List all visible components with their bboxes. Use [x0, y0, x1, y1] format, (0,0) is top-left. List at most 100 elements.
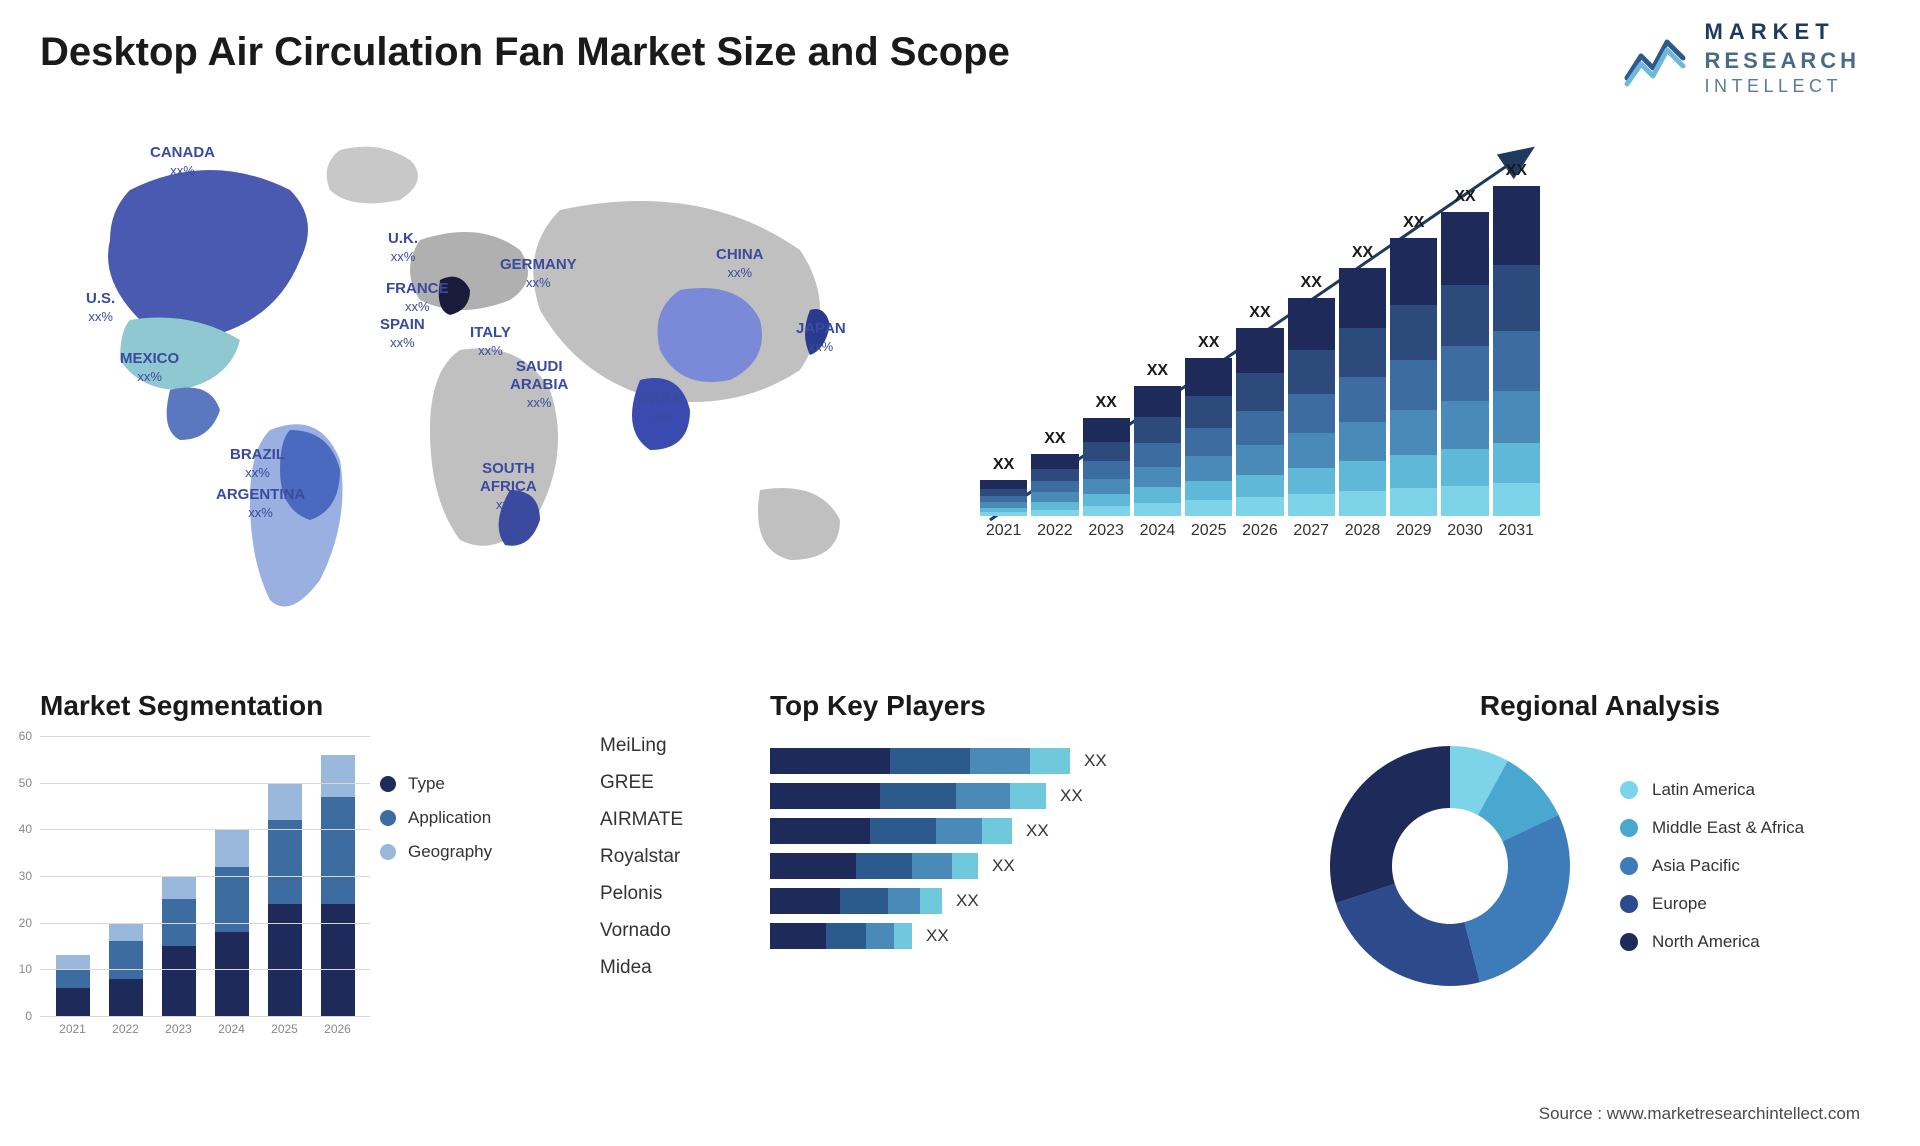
player-bar — [770, 748, 1070, 774]
player-name: Royalstar — [600, 846, 683, 868]
page-title: Desktop Air Circulation Fan Market Size … — [40, 30, 1010, 75]
seg-ytick: 50 — [19, 776, 32, 790]
logo-icon — [1623, 28, 1691, 88]
regional-donut — [1320, 736, 1580, 996]
growth-bar-col: XX2024 — [1134, 362, 1181, 540]
seg-bar — [56, 955, 90, 1016]
player-bar-label: XX — [992, 856, 1015, 876]
players-list: MeiLingGREEAIRMATERoyalstarPelonisVornad… — [600, 720, 683, 994]
regional-legend: Latin AmericaMiddle East & AfricaAsia Pa… — [1620, 762, 1804, 970]
seg-xlabel: 2025 — [271, 1022, 298, 1036]
segmentation-title: Market Segmentation — [40, 690, 560, 722]
growth-bar-col: XX 2030 — [1441, 188, 1488, 540]
growth-bar-year: 2023 — [1088, 522, 1124, 540]
growth-bar-label: XX — [1352, 244, 1373, 262]
growth-bar — [1441, 212, 1488, 516]
map-label: GERMANYxx% — [500, 256, 577, 292]
growth-bar — [1134, 386, 1181, 516]
logo-line1: MARKET — [1705, 18, 1860, 47]
player-bar — [770, 923, 912, 949]
map-label: CHINAxx% — [716, 246, 764, 282]
growth-bar-year: 2030 — [1447, 522, 1483, 540]
growth-bar-label: XX — [1454, 188, 1475, 206]
growth-bar-col: XX2029 — [1390, 214, 1437, 540]
donut-segment — [1330, 746, 1450, 903]
growth-bar — [1031, 454, 1078, 516]
player-bar — [770, 818, 1012, 844]
seg-ytick: 20 — [19, 916, 32, 930]
map-label: U.S.xx% — [86, 290, 115, 326]
regional-legend-item: Asia Pacific — [1620, 856, 1804, 876]
growth-bar — [980, 480, 1027, 516]
seg-xlabel: 2023 — [165, 1022, 192, 1036]
growth-bar-year: 2029 — [1396, 522, 1432, 540]
growth-bar-year: 2028 — [1345, 522, 1381, 540]
growth-bar-col: XX2025 — [1185, 334, 1232, 540]
growth-bar-label: XX — [1249, 304, 1270, 322]
growth-bar-col: XX 2022 — [1031, 430, 1078, 540]
growth-bar-label: XX — [1147, 362, 1168, 380]
player-name: Midea — [600, 957, 683, 979]
segmentation-chart: 202120222023202420252026 0102030405060 — [40, 736, 370, 1016]
player-name: MeiLing — [600, 735, 683, 757]
growth-bar-col: XX 2026 — [1236, 304, 1283, 540]
growth-bar — [1288, 298, 1335, 516]
player-bar-label: XX — [926, 926, 949, 946]
growth-bar-col: XX 2028 — [1339, 244, 1386, 540]
seg-ytick: 60 — [19, 729, 32, 743]
player-bar-label: XX — [956, 891, 979, 911]
players-title: Top Key Players — [770, 690, 1250, 722]
player-bar-label: XX — [1060, 786, 1083, 806]
logo-line2: RESEARCH — [1705, 47, 1860, 76]
seg-bar — [321, 755, 355, 1016]
seg-bar — [268, 783, 302, 1016]
player-bar-row: XX — [770, 818, 1250, 844]
growth-bar — [1493, 186, 1540, 516]
map-label: SPAINxx% — [380, 316, 425, 352]
growth-bar — [1236, 328, 1283, 516]
growth-bar — [1339, 268, 1386, 516]
map-label: FRANCExx% — [386, 280, 449, 316]
player-bar-row: XX — [770, 888, 1250, 914]
growth-bar-label: XX — [1301, 274, 1322, 292]
seg-ytick: 30 — [19, 869, 32, 883]
map-label: INDIAxx% — [640, 390, 681, 426]
seg-bar — [162, 876, 196, 1016]
growth-bar-year: 2026 — [1242, 522, 1278, 540]
player-bar-row: XX — [770, 748, 1250, 774]
logo: MARKET RESEARCH INTELLECT — [1623, 18, 1860, 99]
donut-segment — [1336, 884, 1480, 986]
seg-xlabel: 2022 — [112, 1022, 139, 1036]
logo-line3: INTELLECT — [1705, 75, 1860, 98]
player-bar-label: XX — [1026, 821, 1049, 841]
segmentation-legend: TypeApplicationGeography — [380, 760, 492, 876]
player-bar-row: XX — [770, 923, 1250, 949]
top-key-players: Top Key Players XX XX XX XX XX XX — [770, 690, 1250, 958]
growth-bar-label: XX — [1095, 394, 1116, 412]
growth-bar-label: XX — [1506, 162, 1527, 180]
regional-analysis: Regional Analysis Latin AmericaMiddle Ea… — [1320, 690, 1880, 996]
map-label: U.K.xx% — [388, 230, 418, 266]
player-name: AIRMATE — [600, 809, 683, 831]
growth-bar-year: 2021 — [986, 522, 1022, 540]
player-name: GREE — [600, 772, 683, 794]
seg-xlabel: 2024 — [218, 1022, 245, 1036]
seg-legend-item: Application — [380, 808, 492, 828]
player-bar — [770, 853, 978, 879]
map-label: SAUDIARABIAxx% — [510, 358, 568, 412]
growth-bar — [1185, 358, 1232, 516]
growth-bar-col: XX2021 — [980, 456, 1027, 540]
growth-bar-year: 2022 — [1037, 522, 1073, 540]
source-text: Source : www.marketresearchintellect.com — [1539, 1104, 1860, 1124]
player-bar-row: XX — [770, 853, 1250, 879]
map-label: ITALYxx% — [470, 324, 511, 360]
growth-bar-label: XX — [1044, 430, 1065, 448]
map-label: CANADAxx% — [150, 144, 215, 180]
growth-bar-label: XX — [1198, 334, 1219, 352]
map-label: BRAZILxx% — [230, 446, 285, 482]
seg-ytick: 40 — [19, 822, 32, 836]
seg-ytick: 0 — [25, 1009, 32, 1023]
player-bar — [770, 783, 1046, 809]
world-map: CANADAxx%U.S.xx%MEXICOxx%BRAZILxx%ARGENT… — [40, 130, 920, 630]
regional-legend-item: Latin America — [1620, 780, 1804, 800]
